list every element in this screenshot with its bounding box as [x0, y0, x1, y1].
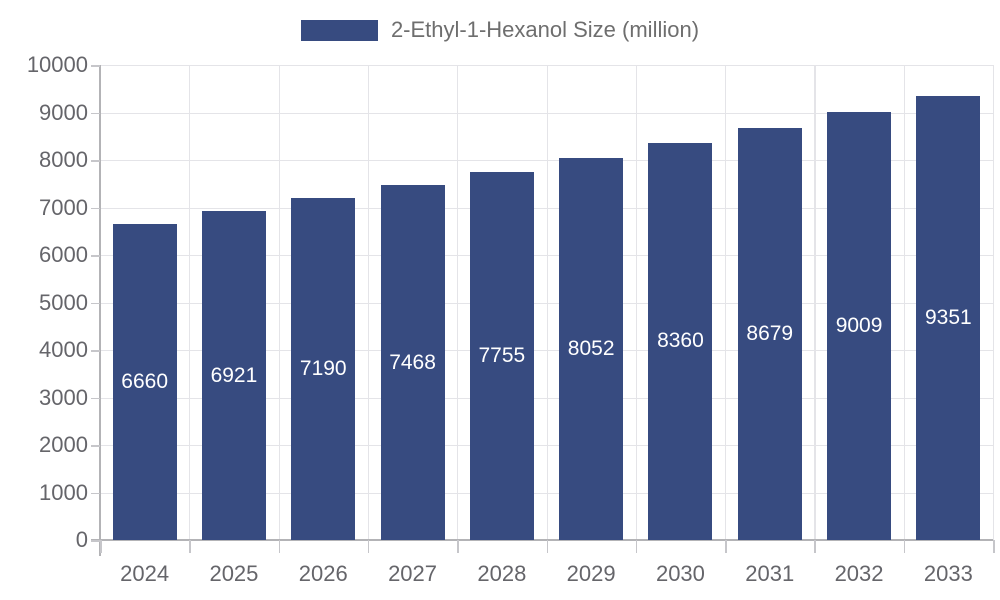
- y-tick-label: 5000: [39, 289, 88, 315]
- bar: 8679: [737, 127, 802, 540]
- x-tick-mark: [189, 540, 191, 553]
- x-tick-label: 2029: [566, 561, 616, 586]
- v-gridline: [635, 65, 637, 540]
- bar: 7190: [291, 198, 356, 540]
- v-gridline: [189, 65, 191, 540]
- x-tick-mark: [725, 540, 727, 553]
- x-tick-mark: [457, 540, 459, 553]
- bar: 7755: [469, 171, 534, 540]
- v-gridline: [457, 65, 459, 540]
- x-tick-mark: [903, 540, 906, 553]
- bar-value-label: 8052: [567, 336, 615, 360]
- bar: 6660: [112, 223, 177, 540]
- y-axis-line: [99, 65, 101, 556]
- v-gridline: [367, 65, 370, 540]
- x-tick-label: 2025: [209, 561, 259, 586]
- y-tick-label: 4000: [39, 337, 88, 362]
- v-gridline: [903, 65, 905, 540]
- x-tick-mark: [635, 540, 638, 553]
- y-tick-mark: [91, 255, 100, 257]
- legend-swatch: [300, 19, 378, 41]
- bar-value-label: 9009: [835, 314, 883, 338]
- y-tick-mark: [91, 397, 100, 399]
- bar: 8052: [559, 157, 624, 540]
- v-gridline: [993, 65, 995, 540]
- y-tick-label: 1000: [39, 479, 88, 505]
- x-tick-label: 2031: [745, 561, 795, 586]
- y-tick-label: 10000: [26, 52, 88, 77]
- y-tick-mark: [91, 350, 100, 352]
- x-tick-mark: [993, 540, 995, 553]
- x-tick-label: 2030: [655, 561, 705, 586]
- y-tick-label: 6000: [39, 242, 88, 267]
- bar-value-label: 7190: [299, 357, 347, 381]
- y-tick-label: 2000: [39, 432, 88, 457]
- bar-value-label: 7468: [389, 350, 436, 374]
- x-tick-mark: [100, 540, 102, 553]
- y-tick-label: 0: [75, 527, 88, 552]
- x-tick-label: 2028: [477, 561, 527, 586]
- x-tick-mark: [278, 540, 281, 553]
- y-tick-label: 9000: [39, 99, 88, 125]
- bar-value-label: 6660: [121, 369, 168, 393]
- legend-label: 2-Ethyl-1-Hexanol Size (million): [390, 17, 700, 42]
- x-tick-label: 2026: [298, 561, 348, 586]
- y-tick-mark: [91, 492, 100, 494]
- bar: 6921: [201, 211, 266, 540]
- v-gridline: [278, 65, 280, 540]
- bar-value-label: 9351: [924, 305, 972, 329]
- bar: 9351: [916, 95, 981, 540]
- plot-area: 0 1000 2000 3000 4000 5000 6000 7000 8000 9000 100…: [27, 52, 995, 586]
- y-tick-mark: [91, 302, 100, 304]
- legend: 2-Ethyl-1-Hexanol Size (million): [0, 17, 1000, 43]
- y-tick-mark: [91, 112, 100, 114]
- x-tick-mark: [814, 540, 816, 553]
- x-axis-line: [91, 539, 993, 541]
- x-tick-label: 2032: [834, 561, 884, 586]
- bar: 7468: [380, 185, 445, 540]
- x-tick-mark: [367, 540, 370, 553]
- y-tick-label: 3000: [39, 384, 88, 410]
- y-tick-mark: [91, 65, 100, 67]
- x-tick-mark: [546, 540, 548, 553]
- v-gridline: [725, 65, 727, 540]
- bar-value-label: 6921: [210, 363, 258, 387]
- v-gridline: [814, 65, 816, 540]
- bar-value-label: 8679: [746, 321, 794, 345]
- x-tick-label: 2033: [923, 561, 973, 586]
- y-tick-mark: [91, 207, 100, 209]
- y-tick-label: 8000: [39, 147, 88, 172]
- x-tick-label: 2024: [120, 561, 170, 586]
- x-tick-label: 2027: [388, 561, 438, 586]
- y-tick-mark: [91, 540, 100, 542]
- bar-value-label: 7755: [478, 343, 526, 367]
- bar: 9009: [827, 112, 892, 540]
- bar-value-label: 8360: [657, 329, 704, 353]
- bar: 8360: [648, 142, 713, 540]
- y-tick-mark: [91, 445, 100, 447]
- y-tick-label: 7000: [39, 194, 88, 220]
- y-tick-mark: [91, 160, 100, 162]
- v-gridline: [546, 65, 548, 540]
